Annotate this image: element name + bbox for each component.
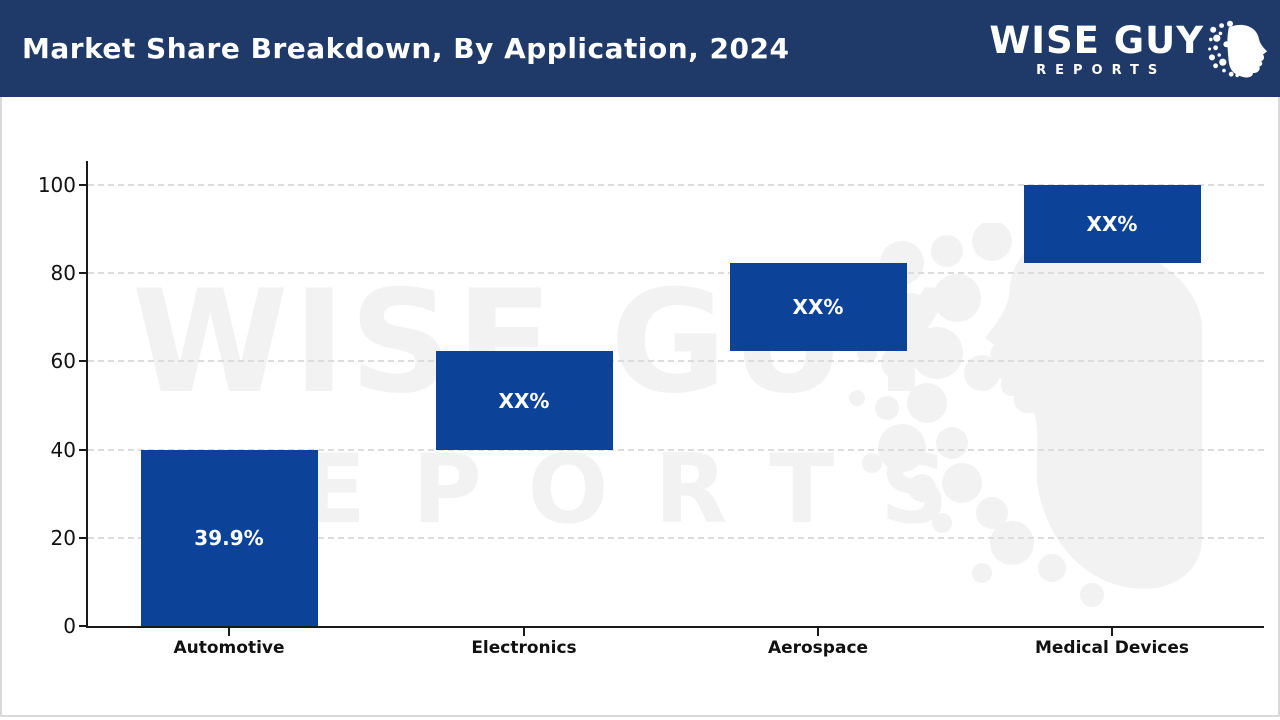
y-axis-tick-label: 0 bbox=[63, 614, 76, 638]
x-tick-mark bbox=[817, 628, 819, 636]
page-border bbox=[0, 97, 1280, 717]
header-bar: Market Share Breakdown, By Application, … bbox=[0, 0, 1280, 97]
bar-value-label: XX% bbox=[498, 388, 550, 413]
page-title: Market Share Breakdown, By Application, … bbox=[22, 32, 790, 65]
y-tick-mark bbox=[79, 360, 87, 363]
brand-name: WISE GUY bbox=[989, 18, 1204, 62]
y-axis-tick-label: 20 bbox=[50, 525, 76, 550]
x-axis-tick-label: Automotive bbox=[173, 638, 285, 658]
brand-subname: REPORTS bbox=[1036, 62, 1167, 78]
x-axis-line bbox=[86, 626, 1264, 628]
x-axis-tick-label: Medical Devices bbox=[1034, 638, 1189, 658]
y-tick-mark bbox=[79, 536, 87, 539]
x-tick-mark bbox=[228, 628, 230, 636]
gridline bbox=[88, 272, 1264, 275]
brand-logo-text: WISE GUY REPORTS bbox=[989, 22, 1204, 77]
y-axis-line bbox=[86, 161, 88, 628]
y-tick-mark bbox=[79, 184, 87, 186]
gridline bbox=[88, 360, 1264, 363]
gridline bbox=[88, 448, 1264, 451]
y-axis-tick-label: 60 bbox=[50, 349, 76, 374]
y-axis-tick-label: 100 bbox=[37, 173, 76, 197]
y-tick-mark bbox=[79, 448, 87, 451]
x-tick-mark bbox=[1111, 628, 1113, 636]
bar: XX% bbox=[729, 263, 907, 352]
chart-area: WISE GUY REPORTS 0 20 40 60 80 100 39.9% Automo… bbox=[0, 97, 1280, 720]
bar: XX% bbox=[1023, 185, 1201, 264]
x-tick-mark bbox=[523, 628, 525, 636]
gridline bbox=[88, 536, 1264, 539]
y-tick-mark bbox=[79, 272, 87, 275]
x-axis-tick-label: Electronics bbox=[471, 638, 577, 658]
gridline bbox=[88, 184, 1264, 186]
bar-value-label: XX% bbox=[1086, 212, 1138, 237]
brand-logo: WISE GUY REPORTS bbox=[989, 6, 1272, 92]
y-axis-tick-label: 40 bbox=[50, 437, 76, 462]
x-axis-tick-label: Aerospace bbox=[767, 638, 869, 658]
bar-value-label: XX% bbox=[792, 295, 844, 320]
y-axis-tick-label: 80 bbox=[50, 261, 76, 286]
bar-value-label: 39.9% bbox=[194, 526, 264, 550]
brand-face-icon bbox=[1208, 20, 1268, 78]
bar: 39.9% bbox=[140, 450, 318, 626]
y-tick-mark bbox=[79, 625, 87, 627]
bar: XX% bbox=[435, 351, 613, 451]
